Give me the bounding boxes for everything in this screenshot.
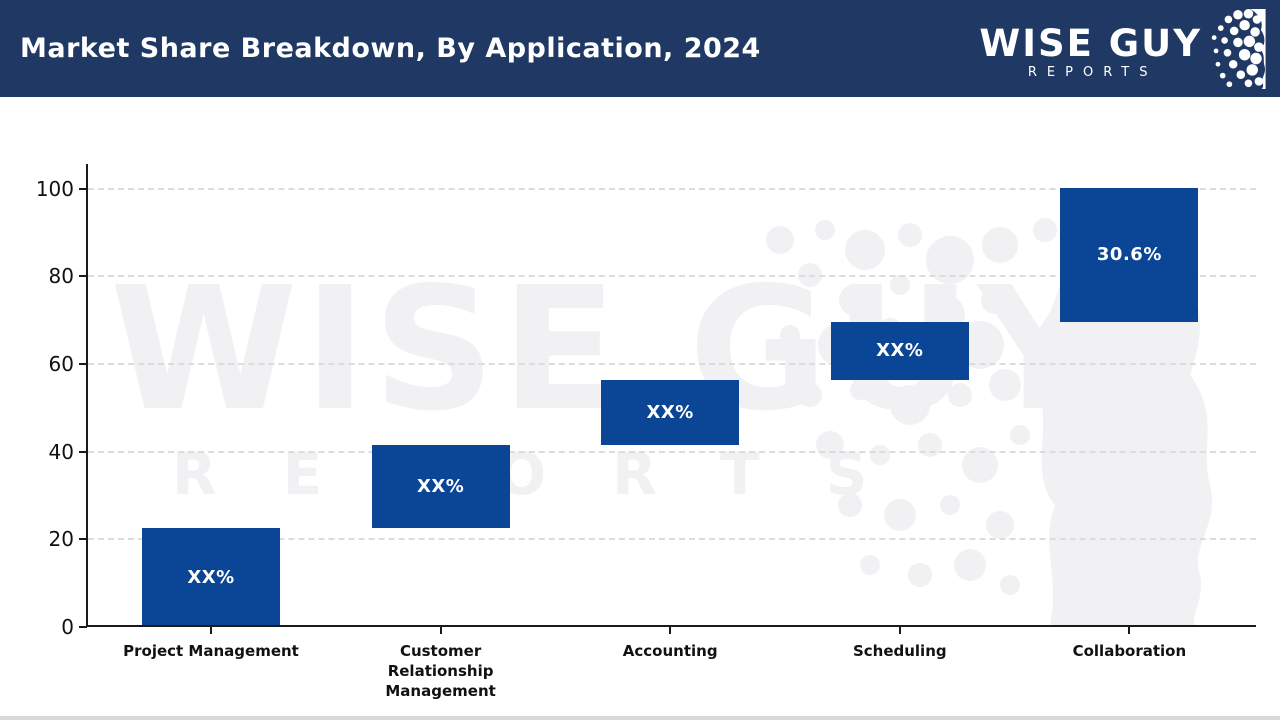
gridline-40 — [88, 450, 1256, 453]
page-title: Market Share Breakdown, By Application, … — [20, 33, 761, 64]
gridline-80 — [88, 275, 1256, 278]
y-axis-tick-label: 100 — [35, 176, 74, 201]
y-axis-tick-label: 80 — [48, 264, 74, 289]
x-axis-line — [86, 625, 1256, 627]
bar-1: XX% — [142, 528, 280, 626]
y-axis-tick — [79, 450, 87, 453]
x-axis-tick — [439, 627, 442, 634]
wise-guy-logo: WISE GUY REPORTS — [979, 8, 1266, 90]
bar-value-label: XX% — [416, 476, 465, 498]
y-axis-tick-label: 60 — [48, 351, 74, 376]
bar-4: XX% — [830, 321, 969, 380]
category-label: Accounting — [550, 641, 790, 661]
bar-2: XX% — [371, 444, 510, 529]
bar-5: 30.6% — [1060, 187, 1199, 322]
y-axis-tick — [79, 275, 87, 278]
bar-value-label: XX% — [876, 340, 924, 362]
bar-value-label: XX% — [646, 401, 694, 423]
category-label-line: Accounting — [622, 642, 718, 660]
gridline-20 — [88, 538, 1256, 541]
bar-value-label: XX% — [187, 566, 235, 588]
y-axis-tick — [79, 538, 87, 541]
y-axis-line — [86, 164, 88, 627]
category-label-line: Relationship — [387, 662, 494, 680]
logo-subtext: REPORTS — [1027, 64, 1158, 80]
x-axis-tick — [1128, 627, 1131, 634]
category-label: Customer Relationship Management — [321, 641, 561, 701]
x-axis-tick — [898, 627, 901, 634]
bar-value-label: 30.6% — [1096, 244, 1162, 266]
category-label-line: Scheduling — [852, 642, 947, 660]
category-label-line: Collaboration — [1072, 642, 1187, 660]
category-label: Collaboration — [1009, 641, 1249, 661]
y-axis-tick — [79, 626, 87, 628]
category-label-line: Project Management — [123, 642, 299, 660]
category-label: Scheduling — [780, 641, 1020, 661]
y-axis-tick — [79, 187, 87, 190]
category-label-line: Management — [385, 682, 496, 700]
category-label-line: Customer — [399, 642, 482, 660]
header: Market Share Breakdown, By Application, … — [0, 0, 1280, 97]
bar-3: XX% — [601, 380, 740, 445]
y-axis-tick-label: 0 — [61, 615, 74, 639]
x-axis-tick — [210, 627, 212, 634]
y-axis-tick-label: 20 — [48, 527, 74, 552]
logo-face-icon — [1211, 9, 1266, 89]
watermark-subtext: REPORTS — [172, 440, 934, 508]
y-axis-tick-label: 40 — [48, 439, 74, 464]
bottom-strip — [0, 716, 1280, 720]
logo-wordmark: WISE GUY — [979, 21, 1202, 65]
category-label: Project Management — [91, 641, 331, 661]
chart-region: WISE GUY REPORTS 0 20 40 60 80 100 XX% Project … — [0, 97, 1280, 716]
gridline-100 — [88, 187, 1256, 190]
x-axis-tick — [669, 627, 672, 634]
logo-text: WISE GUY REPORTS — [979, 25, 1202, 80]
gridline-60 — [88, 362, 1256, 365]
y-axis-tick — [79, 362, 87, 365]
